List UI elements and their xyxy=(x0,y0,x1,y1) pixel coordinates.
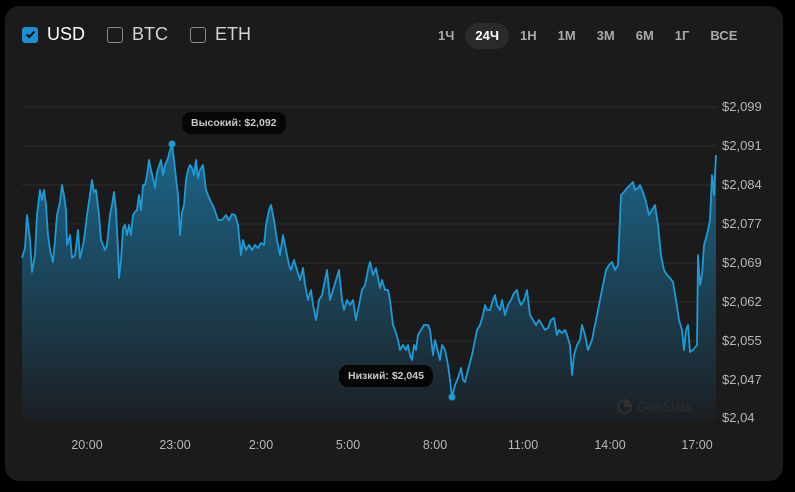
period-tab-all[interactable]: ВСЕ xyxy=(710,28,738,43)
x-tick-label: 11:00 xyxy=(507,438,539,452)
coinstats-watermark: CoinStats xyxy=(617,399,691,414)
y-tick-label: $2,062 xyxy=(722,294,762,309)
currency-eth[interactable]: ETH xyxy=(190,24,251,45)
currency-usd[interactable]: USD xyxy=(22,24,85,45)
currency-label: USD xyxy=(47,24,86,44)
y-tick-label: $2,069 xyxy=(722,255,762,270)
x-tick-label: 5:00 xyxy=(335,438,361,452)
period-tabs: 1Ч 24Ч 1Н 1М 3М 6М 1Г ВСЕ xyxy=(428,23,748,49)
y-tick-label: $2,077 xyxy=(722,216,762,231)
period-tab-1w[interactable]: 1Н xyxy=(519,28,537,43)
y-tick-label: $2,04 xyxy=(722,410,755,425)
period-tab-1h[interactable]: 1Ч xyxy=(438,28,455,43)
coinstats-logo-icon xyxy=(617,399,632,414)
currency-label: BTC xyxy=(132,24,169,44)
y-tick-label: $2,099 xyxy=(722,99,762,114)
price-line xyxy=(21,143,717,398)
low-point-marker xyxy=(448,393,456,401)
period-tab-1y[interactable]: 1Г xyxy=(674,28,690,43)
currency-btc[interactable]: BTC xyxy=(107,24,168,45)
watermark-text: CoinStats xyxy=(637,399,692,414)
low-tooltip: Низкий: $2,045 xyxy=(339,365,433,387)
y-tick-label: $2,084 xyxy=(722,177,762,192)
checkbox-icon[interactable] xyxy=(107,26,124,43)
y-tick-label: $2,055 xyxy=(722,333,762,348)
high-point-marker xyxy=(168,140,176,148)
currency-selector: USD BTC ETH xyxy=(22,24,273,45)
currency-label: ETH xyxy=(215,24,252,44)
price-area xyxy=(22,144,716,420)
x-tick-label: 17:00 xyxy=(681,438,713,452)
x-tick-label: 23:00 xyxy=(159,438,191,452)
x-tick-label: 8:00 xyxy=(422,438,448,452)
checkbox-icon[interactable] xyxy=(190,26,207,43)
period-tab-1m[interactable]: 1М xyxy=(557,28,576,43)
y-tick-label: $2,091 xyxy=(722,138,762,153)
period-tab-24h[interactable]: 24Ч xyxy=(465,23,509,49)
checkbox-checked-icon[interactable] xyxy=(22,26,38,43)
period-tab-6m[interactable]: 6М xyxy=(635,28,654,43)
x-tick-label: 2:00 xyxy=(248,438,274,452)
high-tooltip: Высокий: $2,092 xyxy=(182,112,286,134)
y-tick-label: $2,047 xyxy=(722,372,762,387)
x-tick-label: 14:00 xyxy=(594,438,626,452)
x-tick-label: 20:00 xyxy=(71,438,103,452)
period-tab-3m[interactable]: 3М xyxy=(596,28,615,43)
